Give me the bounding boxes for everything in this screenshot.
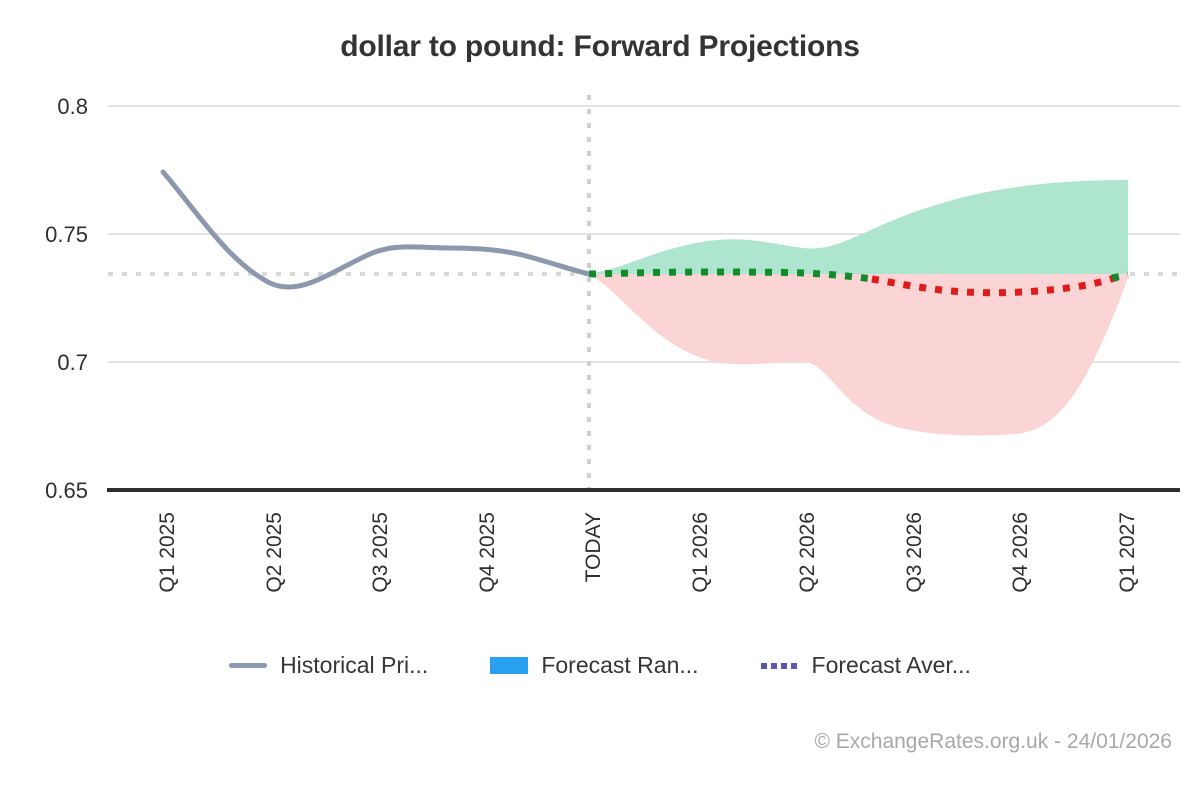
x-tick-label: Q2 2025 — [263, 512, 286, 593]
x-tick-label: Q3 2025 — [369, 512, 392, 593]
legend-item-forecast-range[interactable]: Forecast Ran... — [490, 652, 699, 679]
legend-line-swatch-icon — [229, 663, 268, 668]
legend-item-historical-price[interactable]: Historical Pri... — [229, 652, 428, 679]
legend-dotted-swatch-icon — [760, 662, 799, 669]
chart-legend: Historical Pri... Forecast Ran... Foreca… — [0, 652, 1200, 679]
forecast-range-upper-area — [589, 180, 1128, 274]
y-tick-label: 0.8 — [57, 94, 88, 119]
forecast-average-line-negative — [871, 273, 1120, 297]
legend-item-forecast-average[interactable]: Forecast Aver... — [760, 652, 971, 679]
page-title: dollar to pound: Forward Projections — [340, 30, 860, 63]
x-tick-label: Q1 2026 — [689, 512, 712, 593]
forecast-average-line-positive — [588, 268, 873, 283]
y-tick-label: 0.7 — [57, 350, 88, 375]
copyright-footer: © ExchangeRates.org.uk - 24/01/2026 — [814, 730, 1172, 753]
y-tick-label: 0.75 — [45, 222, 88, 247]
x-tick-label: Q2 2026 — [796, 512, 819, 593]
x-tick-label: Q4 2025 — [476, 512, 499, 593]
x-tick-label: Q1 2027 — [1116, 512, 1139, 593]
x-tick-label: Q4 2026 — [1009, 512, 1032, 593]
chart-plot-area: 0.8 0.75 0.7 0.65 Q1 2025 Q2 2025 Q3 202… — [45, 94, 1180, 593]
legend-box-swatch-icon — [490, 657, 529, 674]
x-axis-ticks: Q1 2025 Q2 2025 Q3 2025 Q4 2025 TODAY Q1… — [156, 512, 1139, 593]
forecast-average-line-tail — [1111, 271, 1129, 282]
y-axis-ticks: 0.8 0.75 0.7 0.65 — [45, 94, 88, 503]
historical-price-line — [160, 169, 592, 290]
forecast-range-lower-area — [589, 274, 1128, 436]
x-tick-label: TODAY — [582, 512, 605, 582]
legend-label: Forecast Ran... — [541, 652, 699, 678]
y-tick-label: 0.65 — [45, 478, 88, 503]
legend-label: Historical Pri... — [280, 652, 429, 678]
x-tick-label: Q3 2026 — [903, 512, 926, 593]
legend-label: Forecast Aver... — [811, 652, 971, 678]
x-tick-label: Q1 2025 — [156, 512, 179, 593]
